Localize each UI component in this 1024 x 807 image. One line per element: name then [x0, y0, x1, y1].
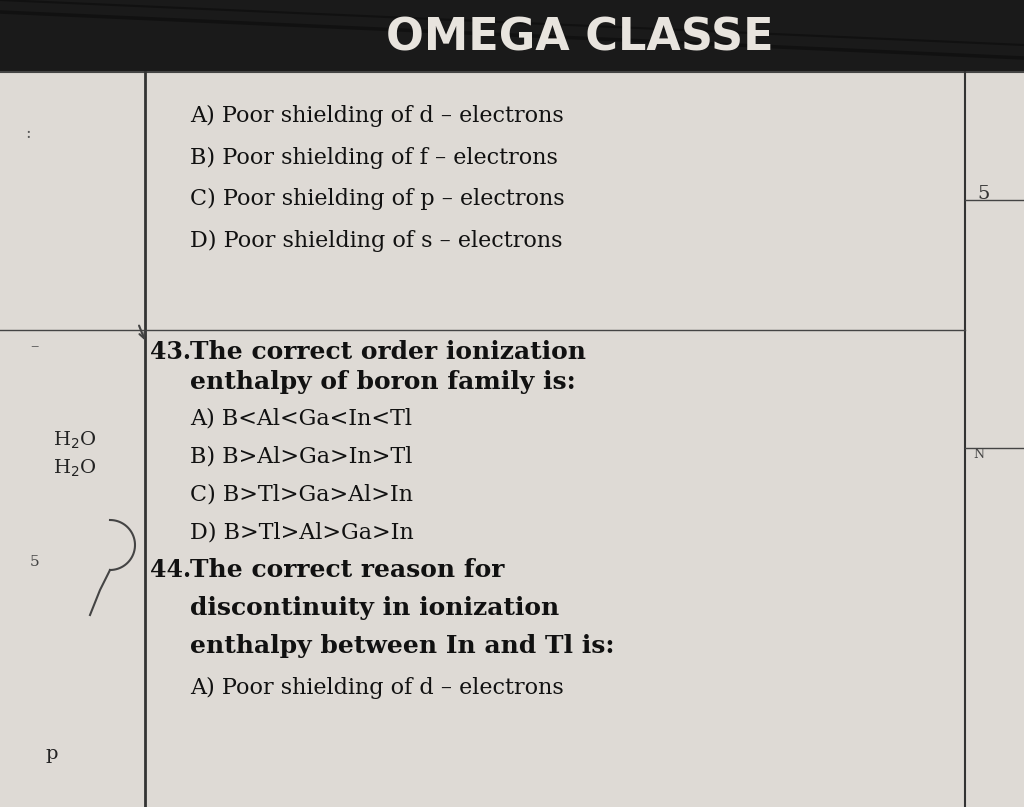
Text: 5: 5	[977, 185, 989, 203]
Text: H$_2$O: H$_2$O	[53, 430, 96, 451]
Text: :: :	[25, 125, 31, 142]
Bar	[0, 0, 1024, 72]
Text: D) B>Tl>Al>Ga>In: D) B>Tl>Al>Ga>In	[190, 522, 414, 544]
Text: A) B<Al<Ga<In<Tl: A) B<Al<Ga<In<Tl	[190, 408, 412, 430]
Text: C) Poor shielding of p – electrons: C) Poor shielding of p – electrons	[190, 188, 564, 210]
Text: 44.: 44.	[150, 558, 191, 582]
Text: N: N	[973, 448, 984, 461]
Text: C) B>Tl>Ga>Al>In: C) B>Tl>Ga>Al>In	[190, 484, 413, 506]
Text: B) Poor shielding of f – electrons: B) Poor shielding of f – electrons	[190, 147, 558, 169]
Text: OMEGA CLASSE: OMEGA CLASSE	[386, 16, 774, 60]
Text: p: p	[45, 745, 57, 763]
Text: D) Poor shielding of s – electrons: D) Poor shielding of s – electrons	[190, 230, 562, 252]
Text: The correct order ionization: The correct order ionization	[190, 340, 586, 364]
Text: A) Poor shielding of d – electrons: A) Poor shielding of d – electrons	[190, 677, 564, 699]
Text: A) Poor shielding of d – electrons: A) Poor shielding of d – electrons	[190, 105, 564, 127]
Text: discontinuity in ionization: discontinuity in ionization	[190, 596, 559, 620]
Text: B) B>Al>Ga>In>Tl: B) B>Al>Ga>In>Tl	[190, 446, 413, 468]
Text: –: –	[30, 338, 38, 355]
Text: 5: 5	[30, 555, 40, 569]
Text: enthalpy of boron family is:: enthalpy of boron family is:	[190, 370, 575, 394]
Text: The correct reason for: The correct reason for	[190, 558, 505, 582]
Text: 43.: 43.	[150, 340, 191, 364]
Text: H$_2$O: H$_2$O	[53, 458, 96, 479]
Text: enthalpy between In and Tl is:: enthalpy between In and Tl is:	[190, 634, 614, 658]
